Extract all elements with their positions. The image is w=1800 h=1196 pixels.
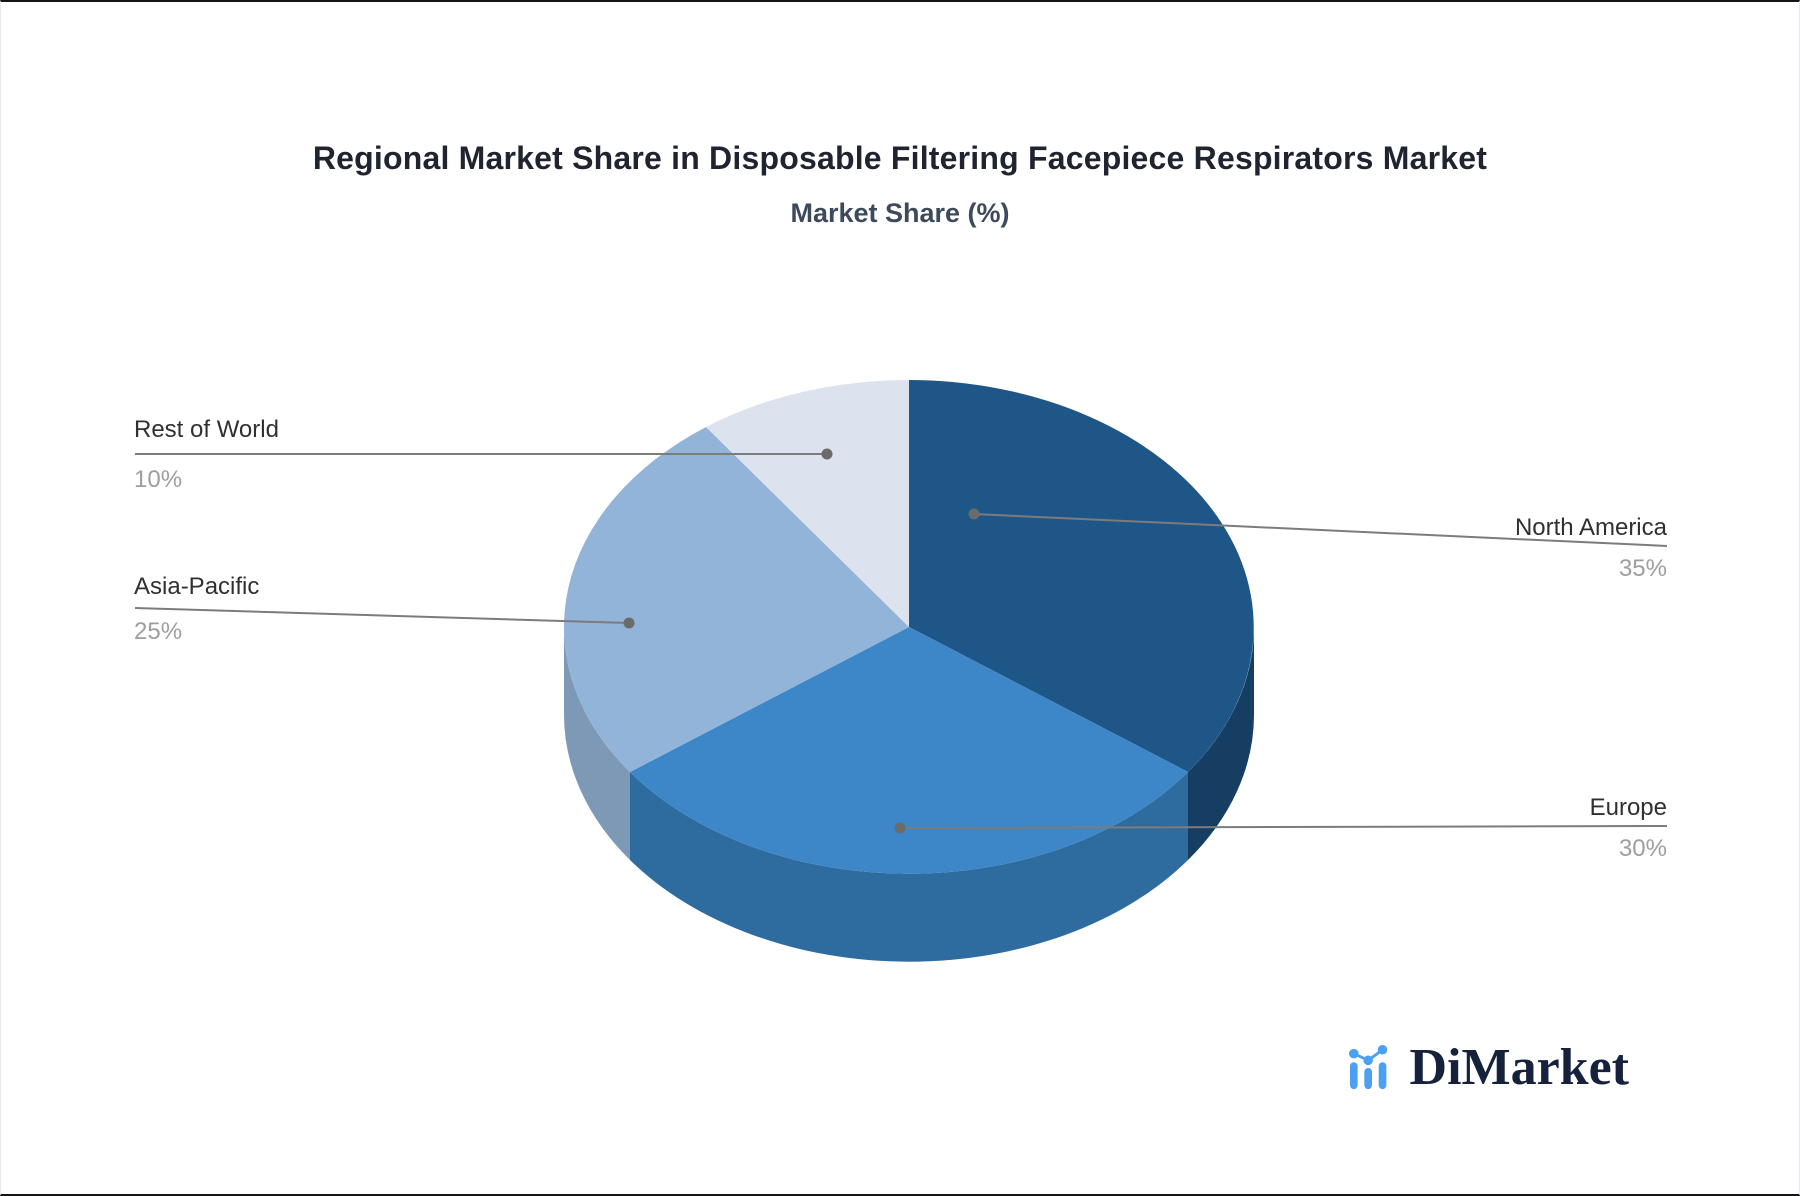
pie-slice-north-america[interactable] <box>909 380 1254 772</box>
leader-line-asia-pacific <box>134 607 630 624</box>
chart-subtitle: Market Share (%) <box>790 198 1010 228</box>
slice-value-rest-of-world: 10% <box>134 466 183 493</box>
pie-slice-asia-pacific-side <box>564 627 630 860</box>
leader-line-europe <box>899 825 1668 829</box>
pie-slice-asia-pacific[interactable] <box>564 427 909 772</box>
leader-dot-asia-pacific <box>623 617 635 629</box>
leader-line-north-america <box>973 513 1668 547</box>
slice-label-rest-of-world: Rest of World <box>134 416 279 443</box>
pie-slice-europe-side <box>630 772 1188 962</box>
slice-value-asia-pacific: 25% <box>134 618 183 645</box>
slice-value-europe: 30% <box>1618 835 1667 862</box>
pie-slice-north-america-side <box>1188 627 1254 860</box>
pie-slice-rest-of-world[interactable] <box>706 379 909 627</box>
chart-title: Regional Market Share in Disposable Filt… <box>312 140 1488 176</box>
leader-dot-europe <box>894 822 906 834</box>
leader-dot-north-america <box>968 508 980 520</box>
dimarket-logo-text: DiMarket <box>1409 1039 1629 1096</box>
slice-label-europe: Europe <box>1589 794 1667 821</box>
slice-label-asia-pacific: Asia-Pacific <box>134 573 260 600</box>
slice-value-north-america: 35% <box>1618 555 1667 582</box>
pie-slice-europe[interactable] <box>630 627 1188 874</box>
leader-dot-rest-of-world <box>821 448 833 460</box>
dimarket-logo: DiMarket <box>1347 1042 1629 1094</box>
slice-label-north-america: North America <box>1514 514 1667 541</box>
bar-line-chart-icon <box>1348 1045 1387 1090</box>
